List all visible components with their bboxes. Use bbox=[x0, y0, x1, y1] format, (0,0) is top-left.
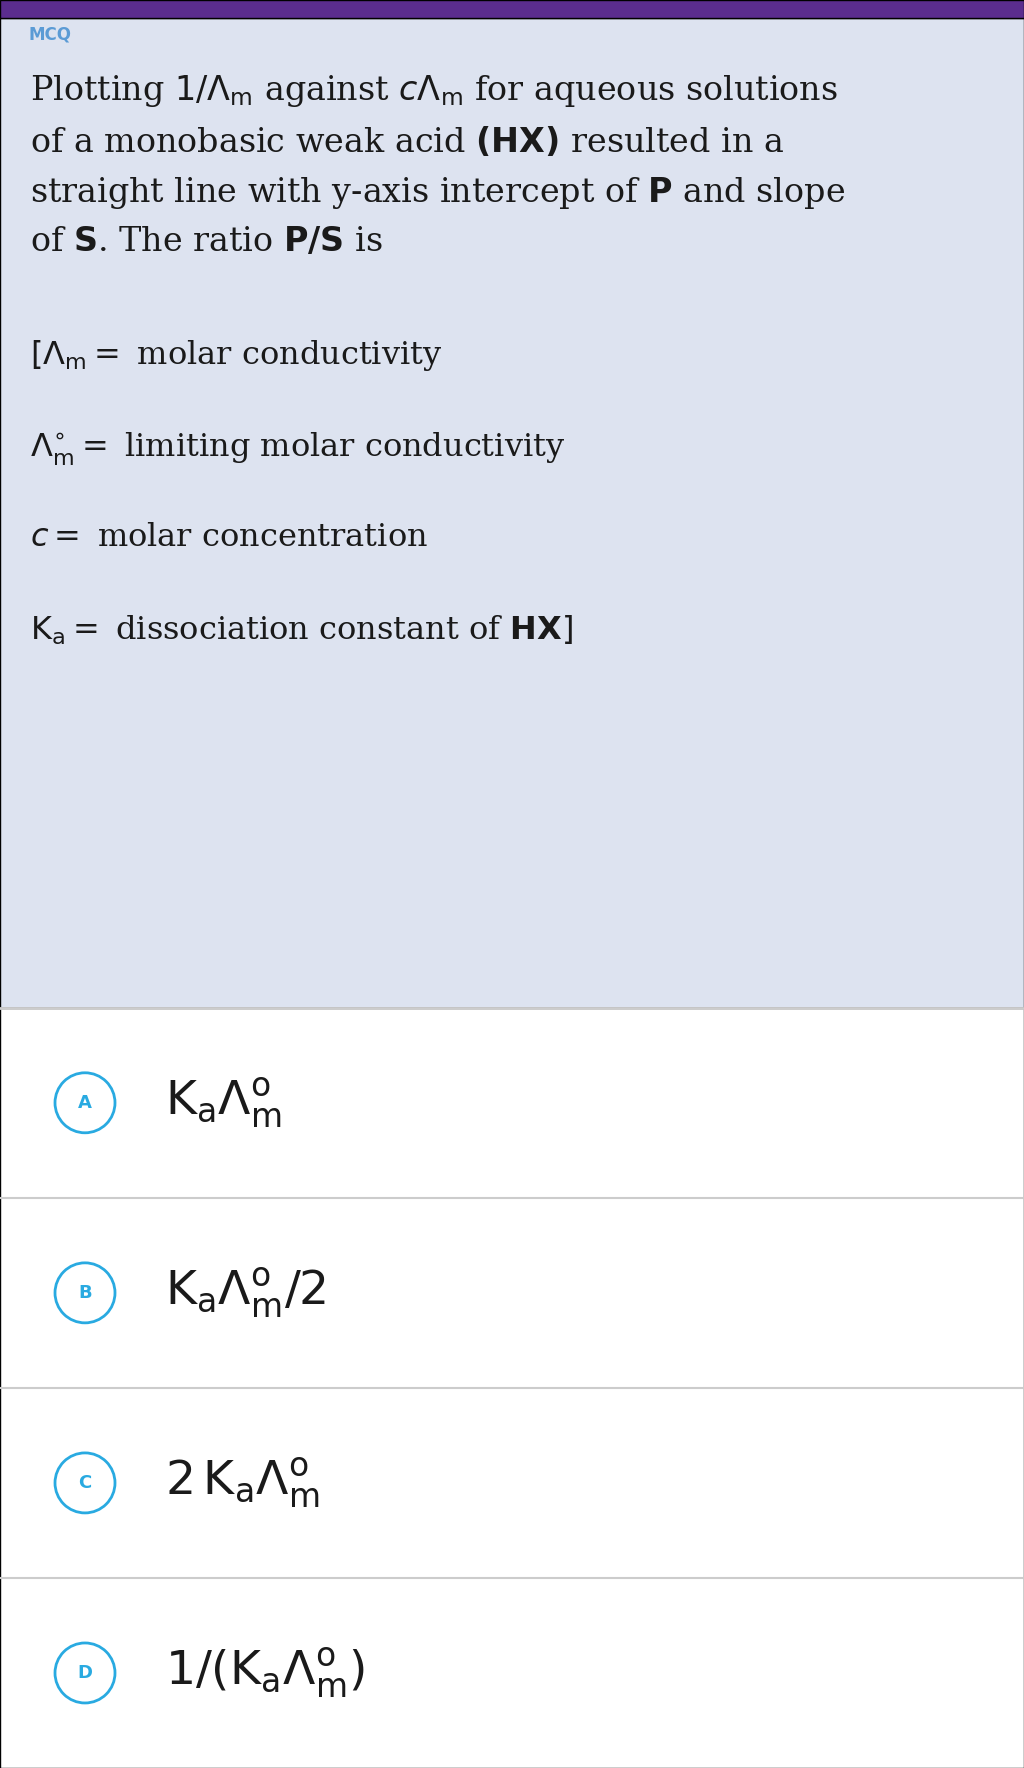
FancyBboxPatch shape bbox=[0, 1008, 1024, 1768]
Text: $2\,\mathrm{K_{a}\Lambda^{o}_{m}}$: $2\,\mathrm{K_{a}\Lambda^{o}_{m}}$ bbox=[165, 1457, 319, 1510]
Text: C: C bbox=[79, 1475, 91, 1492]
Text: Plotting $1/\Lambda_{\mathrm{m}}$ against $c\Lambda_{\mathrm{m}}$ for aqueous so: Plotting $1/\Lambda_{\mathrm{m}}$ agains… bbox=[30, 72, 845, 258]
Text: $\Lambda^{\circ}_{\mathrm{m}} = $ limiting molar conductivity: $\Lambda^{\circ}_{\mathrm{m}} = $ limiti… bbox=[30, 430, 565, 467]
FancyBboxPatch shape bbox=[0, 18, 1024, 1008]
Text: $\mathrm{K_{a}\Lambda^{o}_{m}}$: $\mathrm{K_{a}\Lambda^{o}_{m}}$ bbox=[165, 1077, 282, 1130]
Text: B: B bbox=[78, 1284, 92, 1301]
FancyBboxPatch shape bbox=[0, 0, 1024, 18]
Text: $[\Lambda_{\mathrm{m}} = $ molar conductivity: $[\Lambda_{\mathrm{m}} = $ molar conduct… bbox=[30, 338, 442, 373]
Text: $\mathrm{K_{a}} = $ dissociation constant of $\mathbf{HX}]$: $\mathrm{K_{a}} = $ dissociation constan… bbox=[30, 613, 572, 647]
Text: $\mathrm{K_{a}\Lambda^{o}_{m}/2}$: $\mathrm{K_{a}\Lambda^{o}_{m}/2}$ bbox=[165, 1266, 326, 1319]
Text: D: D bbox=[78, 1664, 92, 1681]
Text: $c = $ molar concentration: $c = $ molar concentration bbox=[30, 522, 428, 553]
Text: $1/(\mathrm{K_{a}\Lambda^{o}_{m}})$: $1/(\mathrm{K_{a}\Lambda^{o}_{m}})$ bbox=[165, 1646, 365, 1699]
Text: MCQ: MCQ bbox=[28, 27, 71, 44]
Text: A: A bbox=[78, 1094, 92, 1112]
